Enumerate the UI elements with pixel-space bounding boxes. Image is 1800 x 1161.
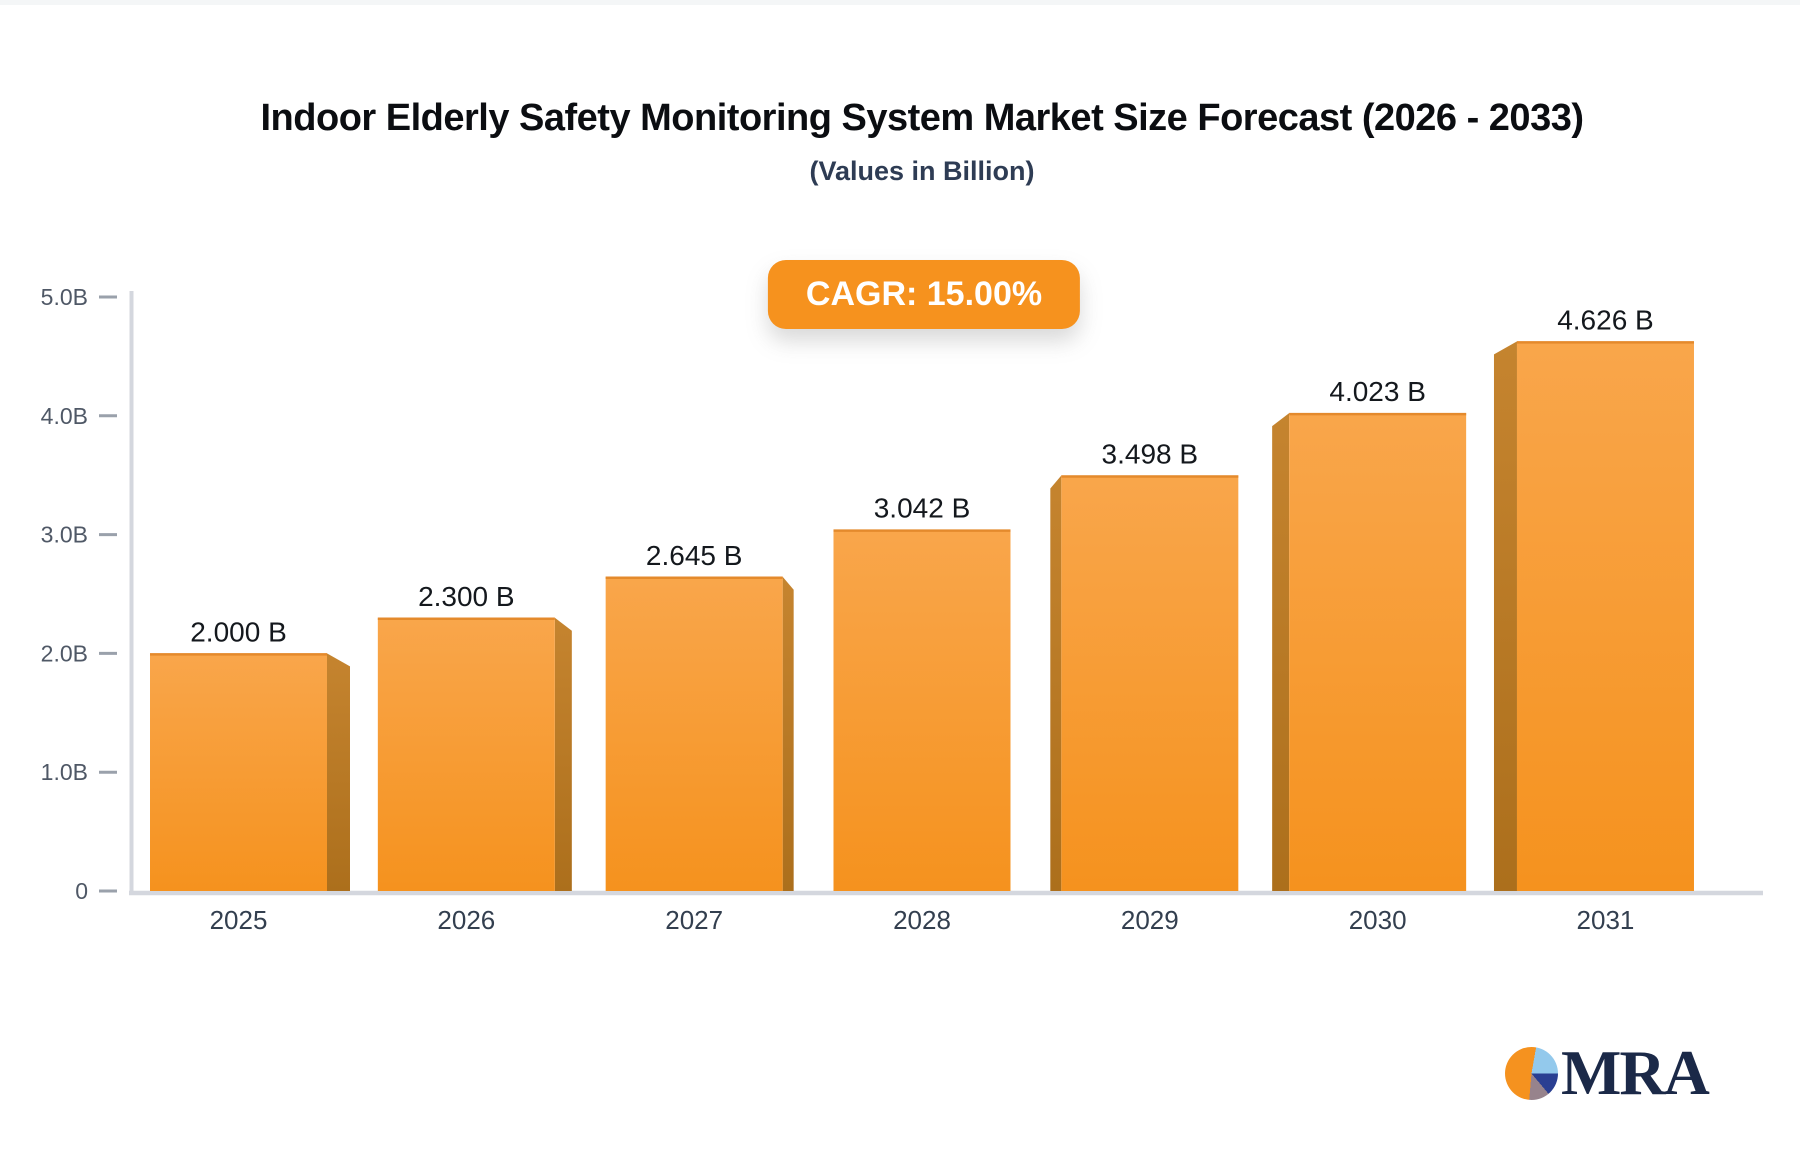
bar-2028: 3.042 B 2028 — [833, 493, 1011, 935]
bar-side-face — [1272, 413, 1290, 891]
chart-subtitle: (Values in Billion) — [809, 156, 1035, 186]
x-axis-label: 2025 — [210, 905, 268, 935]
bar-side-face — [1050, 475, 1062, 891]
bar-2031: 4.626 B 2031 — [1493, 304, 1694, 935]
bar-side-face — [554, 617, 572, 891]
bar-2025: 2.000 B 2025 — [150, 616, 350, 935]
y-axis-label: 2.0B — [41, 640, 88, 666]
x-axis-label: 2030 — [1349, 905, 1407, 935]
bar-value-label: 4.626 B — [1557, 304, 1654, 335]
bar-front-face — [605, 576, 783, 891]
bar-front-face — [377, 617, 555, 891]
y-axis-label: 3.0B — [41, 522, 88, 548]
bar-front-face — [833, 529, 1011, 891]
bar-value-label: 4.023 B — [1329, 376, 1426, 407]
bar-value-label: 3.498 B — [1102, 438, 1199, 469]
y-axis-label: 5.0B — [41, 284, 88, 310]
bar-front-face — [150, 653, 327, 891]
chart-title: Indoor Elderly Safety Monitoring System … — [260, 97, 1584, 139]
x-axis-label: 2027 — [665, 905, 723, 935]
bar-front-face — [1516, 341, 1694, 891]
pie-chart-logo-icon — [1505, 1046, 1558, 1100]
bar-value-label: 3.042 B — [874, 493, 971, 524]
y-axis-label: 4.0B — [41, 403, 88, 429]
bar-value-label: 2.645 B — [646, 540, 743, 571]
bar-value-label: 2.300 B — [418, 581, 515, 612]
bar-front-face — [1289, 413, 1467, 891]
bar-2027: 2.645 B 2027 — [605, 540, 794, 935]
x-axis-label: 2028 — [893, 905, 951, 935]
chart-header: Indoor Elderly Safety Monitoring System … — [22, 5, 1800, 187]
bar-side-face — [782, 576, 794, 891]
bar-2029: 3.498 B 2029 — [1050, 438, 1239, 935]
brand-logo: MRA — [1505, 1037, 1710, 1108]
x-axis-label: 2026 — [437, 905, 495, 935]
bar-front-face — [1061, 475, 1239, 891]
x-axis-label: 2031 — [1577, 905, 1635, 935]
x-axis-label: 2029 — [1121, 905, 1179, 935]
bar-2026: 2.300 B 2026 — [377, 581, 572, 935]
cagr-badge: CAGR: 15.00% — [767, 260, 1081, 329]
bar-2030: 4.023 B 2030 — [1272, 376, 1467, 935]
bar-side-face — [1493, 341, 1517, 891]
y-axis-label: 1.0B — [41, 759, 88, 785]
bar-value-label: 2.000 B — [190, 616, 287, 647]
brand-logo-text: MRA — [1561, 1037, 1710, 1108]
bar-side-face — [327, 653, 350, 891]
y-axis-label: 0 — [75, 878, 88, 904]
